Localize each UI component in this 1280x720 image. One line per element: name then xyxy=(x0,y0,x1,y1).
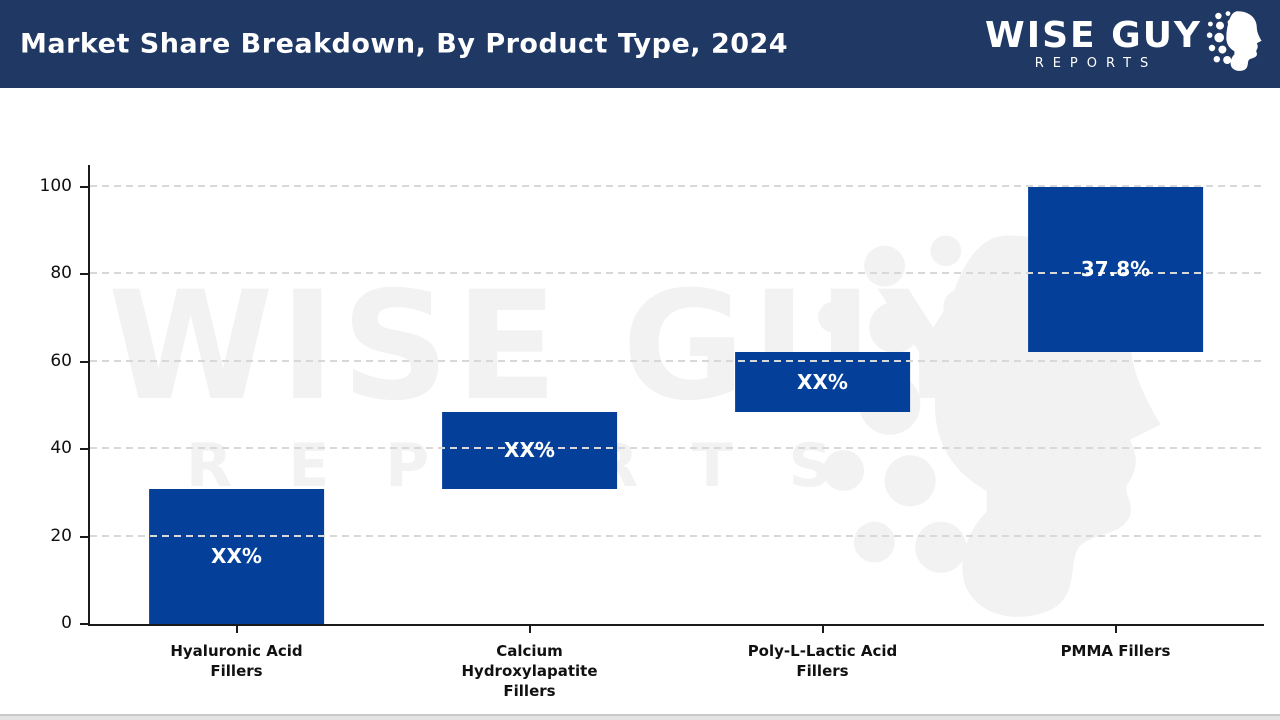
y-axis-labels: 0 20 40 60 80 100 xyxy=(0,165,88,633)
x-axis-category-label: PMMA Fillers xyxy=(1060,642,1171,660)
logo-wordmark: WISE GUY REPORTS xyxy=(984,15,1202,71)
x-axis-tick xyxy=(821,626,824,633)
y-axis-tick-label: 80 xyxy=(50,263,72,284)
x-axis-category-label: Poly-L-Lactic Acid Fillers xyxy=(747,642,898,680)
bar-poly-l-lactic-acid-fillers xyxy=(734,352,911,412)
x-axis-category-labels: Hyaluronic Acid Fillers Calcium Hydroxyla… xyxy=(90,641,1262,701)
logo: WISE GUY REPORTS xyxy=(985,4,1268,84)
plot-area xyxy=(90,165,1262,624)
bar-calcium-hydroxylapatite-fillers xyxy=(441,412,618,489)
y-axis-tick xyxy=(80,360,88,363)
y-axis-tick-label: 0 xyxy=(61,613,72,633)
bar-pmma-fillers xyxy=(1027,186,1204,353)
y-axis-tick xyxy=(80,185,88,188)
logo-head-icon xyxy=(1204,7,1268,81)
page-title: Market Share Breakdown, By Product Type,… xyxy=(20,28,789,60)
x-axis-tick xyxy=(235,626,238,633)
y-axis-tick xyxy=(80,623,88,625)
x-axis-category-label: Calcium Hydroxylapatite Fillers xyxy=(461,642,598,700)
footer-line xyxy=(0,714,1280,720)
y-axis-tick xyxy=(80,448,88,451)
x-axis-line xyxy=(88,624,1264,626)
header: Market Share Breakdown, By Product Type,… xyxy=(0,0,1280,88)
y-axis-tick-label: 100 xyxy=(39,175,72,196)
y-axis-tick xyxy=(80,535,88,538)
x-axis-tick xyxy=(528,626,531,633)
y-axis-line xyxy=(88,165,90,626)
x-axis-ticks xyxy=(90,626,1262,635)
y-axis-tick-label: 40 xyxy=(50,438,72,459)
bar-hyaluronic-acid-fillers xyxy=(148,488,325,624)
y-axis-tick-label: 60 xyxy=(50,350,72,371)
logo-subtext: REPORTS xyxy=(1034,56,1158,71)
x-axis-tick xyxy=(1114,626,1117,633)
y-axis-tick-label: 20 xyxy=(50,525,72,546)
x-axis-category-label: Hyaluronic Acid Fillers xyxy=(170,642,303,680)
y-axis-tick xyxy=(80,273,88,276)
logo-wordmark-text: WISE GUY xyxy=(984,15,1202,56)
